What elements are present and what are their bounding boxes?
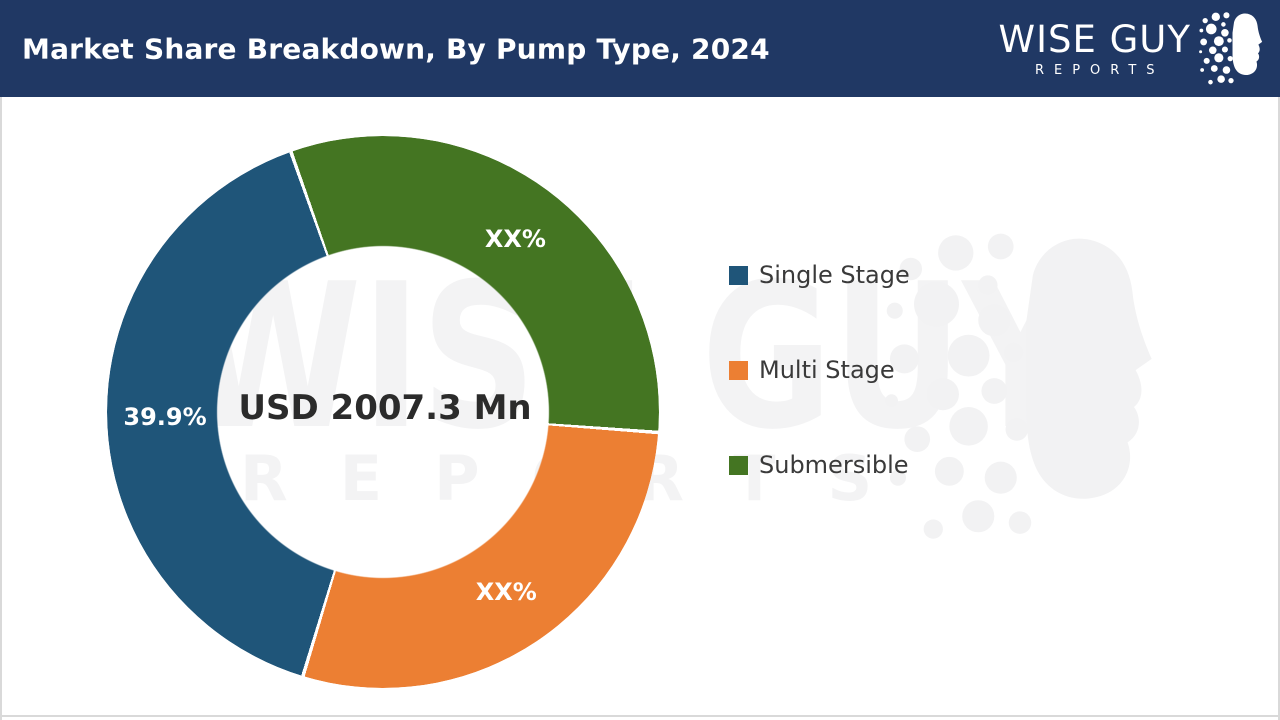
page-border-right: [1278, 97, 1280, 720]
page-title: Market Share Breakdown, By Pump Type, 20…: [22, 32, 770, 65]
page-border-left: [0, 97, 2, 720]
legend-swatch-single-stage: [729, 265, 748, 285]
legend-swatch-multi-stage: [729, 360, 748, 380]
legend-item-multi-stage: Multi Stage: [729, 356, 910, 384]
header-bar: Market Share Breakdown, By Pump Type, 20…: [0, 0, 1280, 97]
donut-chart: [107, 136, 659, 688]
legend-label-single-stage: Single Stage: [759, 261, 910, 289]
legend-item-submersible: Submersible: [729, 451, 910, 479]
slice-label-multi-stage: XX%: [475, 577, 537, 606]
wiseguy-face-icon: [1199, 11, 1263, 84]
legend-label-submersible: Submersible: [759, 451, 909, 479]
logo-wordmark-block: WISE GUY REPORTS: [999, 21, 1191, 78]
legend-swatch-submersible: [729, 455, 748, 475]
chart-legend: Single Stage Multi Stage Submersible: [729, 261, 910, 479]
slice-label-single-stage: 39.9%: [123, 403, 207, 432]
logo-wordmark: WISE GUY: [998, 17, 1191, 61]
chart-center-value: USD 2007.3 Mn: [238, 388, 532, 428]
legend-item-single-stage: Single Stage: [729, 261, 910, 289]
wiseguy-logo: WISE GUY REPORTS: [999, 8, 1266, 90]
slice-label-submersible: XX%: [484, 224, 546, 253]
page-border-bottom: [0, 715, 1280, 717]
logo-subtitle: REPORTS: [1034, 62, 1165, 78]
legend-label-multi-stage: Multi Stage: [759, 356, 895, 384]
watermark-face-icon: [885, 233, 1152, 539]
